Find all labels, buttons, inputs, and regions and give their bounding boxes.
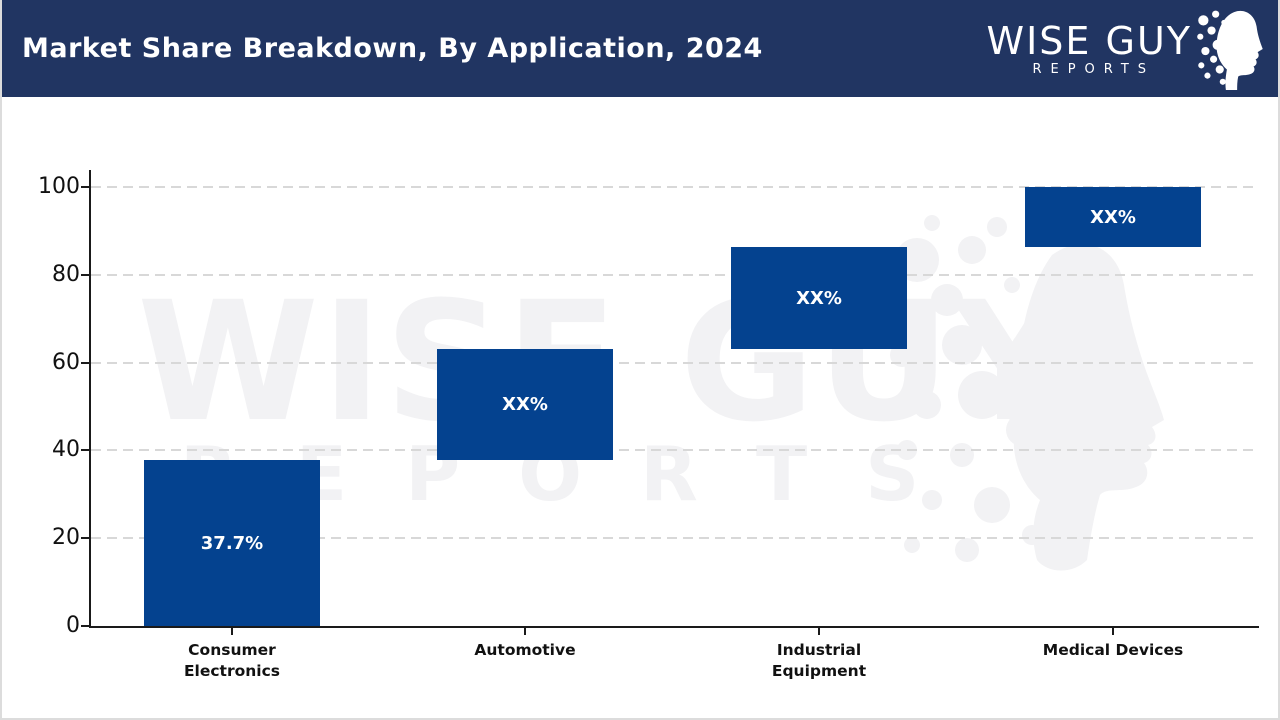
y-gridline	[91, 273, 1257, 276]
x-tick-mark	[231, 628, 233, 635]
x-tick-mark	[1112, 628, 1114, 635]
brand-logo-text: WISE GUY REPORTS	[987, 22, 1192, 76]
x-category-label-line: Industrial	[776, 641, 862, 659]
y-tick-mark	[81, 449, 89, 452]
y-tick-label: 0	[66, 613, 80, 638]
x-category-label: Medical Devices	[973, 640, 1253, 661]
bar-industrial-equipment: XX%	[731, 247, 907, 350]
brand-name: WISE GUY	[986, 18, 1192, 63]
x-category-label-line: Electronics	[183, 662, 281, 680]
y-gridline	[91, 186, 1257, 188]
bar-medical-devices: XX%	[1025, 187, 1201, 248]
x-category-label: Consumer Electronics	[92, 640, 372, 682]
bar-consumer-electronics: 37.7%	[144, 460, 320, 626]
y-tick-label: 40	[52, 437, 80, 463]
y-tick-mark	[81, 361, 89, 364]
bar-value-label: XX%	[502, 394, 548, 416]
brand-logo: WISE GUY REPORTS	[987, 6, 1268, 92]
bar-automotive: XX%	[437, 349, 613, 461]
bar-value-label: XX%	[1090, 206, 1136, 228]
y-gridline	[91, 449, 1257, 452]
bar-value-label: XX%	[796, 287, 842, 309]
header: Market Share Breakdown, By Application, …	[2, 0, 1278, 97]
y-axis	[89, 170, 91, 628]
x-category-label-line: Consumer	[188, 641, 276, 659]
x-category-label: Industrial Equipment	[679, 640, 959, 682]
y-tick-mark	[81, 273, 89, 276]
x-axis	[89, 626, 1259, 628]
y-tick-mark	[81, 625, 89, 627]
y-tick-mark	[81, 537, 89, 540]
x-category-label-line: Automotive	[474, 641, 576, 659]
x-tick-mark	[818, 628, 820, 635]
brand-face-icon	[1197, 10, 1263, 90]
y-gridline	[91, 361, 1257, 364]
x-category-label-line: Medical Devices	[1042, 641, 1184, 659]
bar-value-label: 37.7%	[200, 532, 264, 554]
chart-title: Market Share Breakdown, By Application, …	[22, 33, 763, 64]
y-tick-mark	[81, 186, 89, 188]
chart-area: WISE GUY R E P O R T S 02040608010037.7%…	[2, 97, 1278, 718]
y-tick-label: 20	[52, 525, 80, 551]
brand-subtitle: REPORTS	[1032, 61, 1156, 77]
x-category-label: Automotive	[385, 640, 665, 661]
y-tick-label: 100	[38, 174, 80, 199]
y-gridline	[91, 537, 1257, 540]
y-tick-label: 60	[52, 349, 80, 375]
x-category-label-line: Equipment	[771, 662, 867, 680]
x-tick-mark	[524, 628, 526, 635]
y-tick-label: 80	[52, 261, 80, 287]
